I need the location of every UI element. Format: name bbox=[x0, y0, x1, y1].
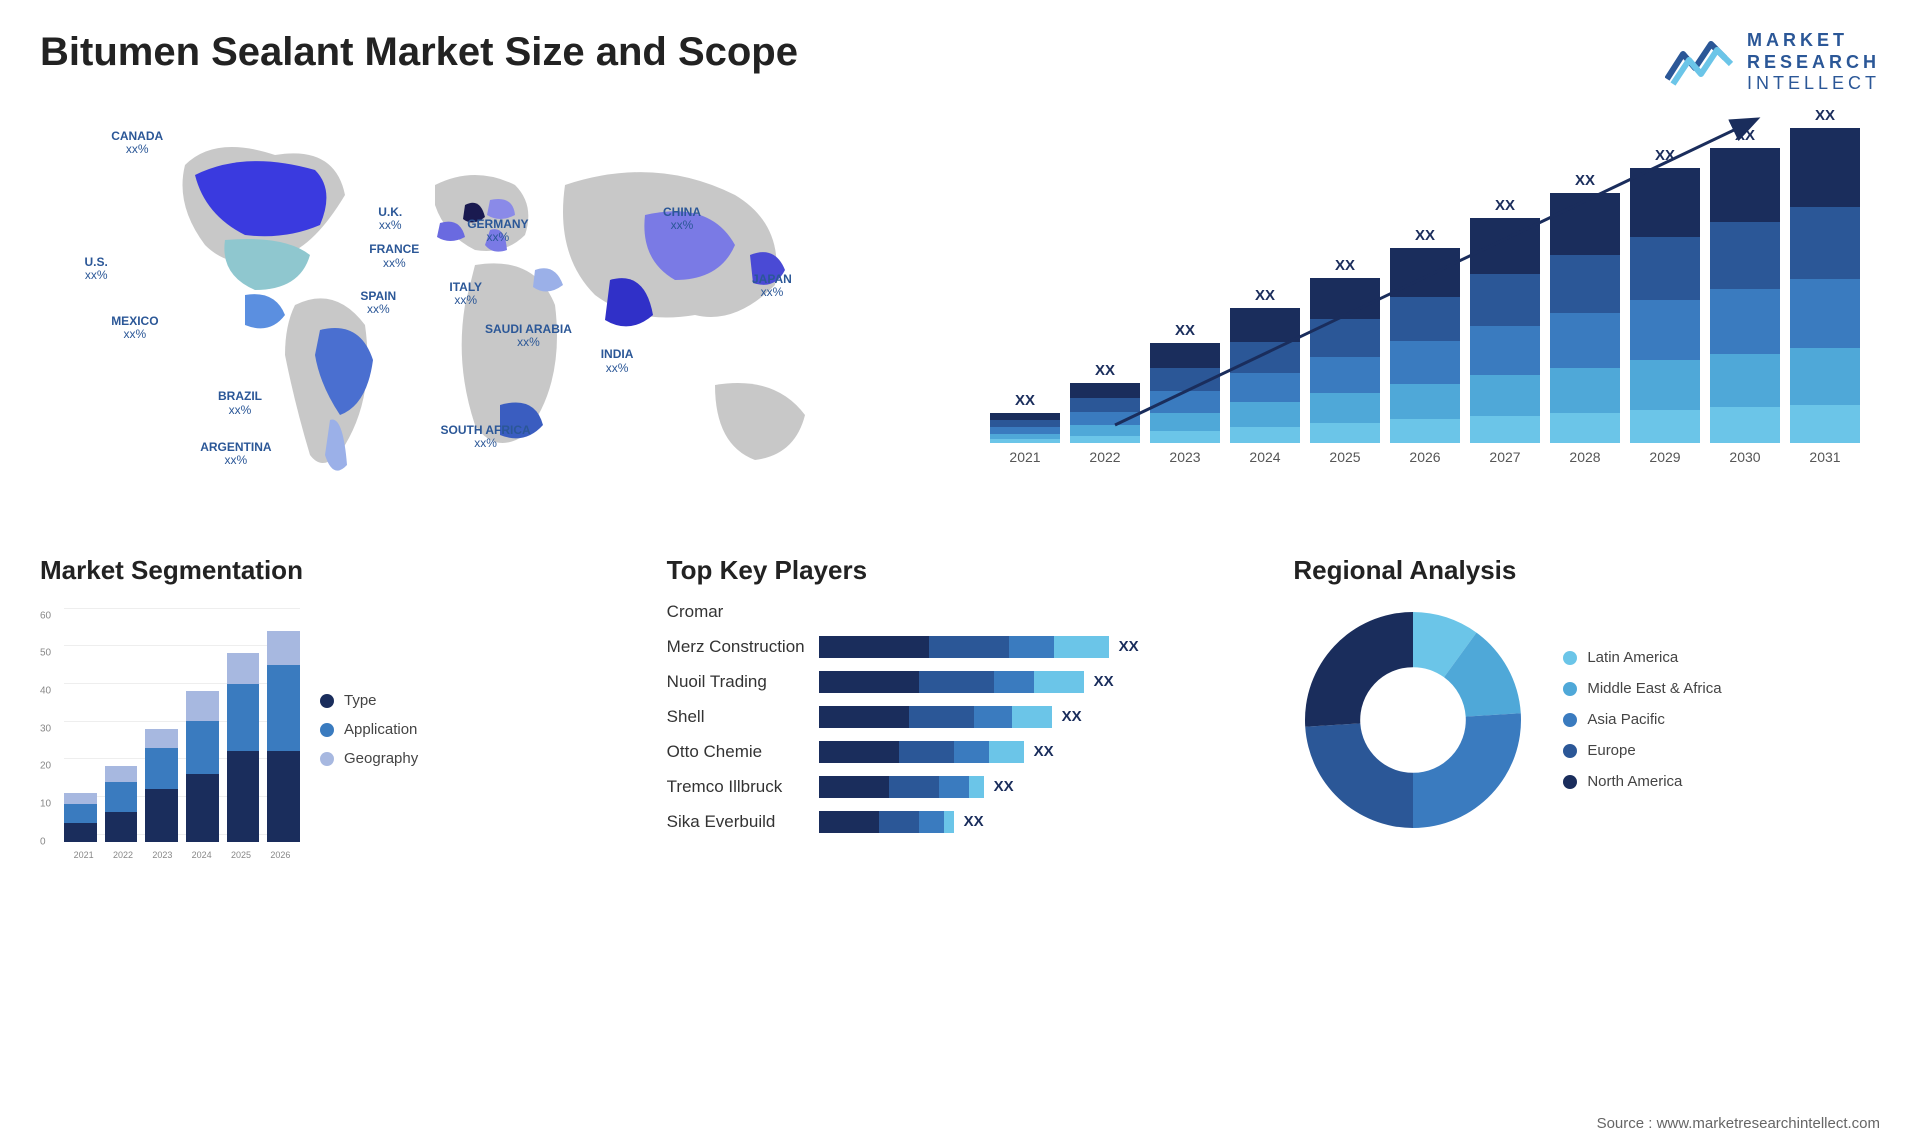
player-name: Tremco Illbruck bbox=[667, 775, 805, 799]
growth-bar: XX2025 bbox=[1310, 257, 1380, 465]
legend-item: Application bbox=[320, 721, 418, 738]
logo-line2: RESEARCH bbox=[1747, 52, 1880, 74]
legend-item: Latin America bbox=[1563, 649, 1721, 666]
segmentation-bar bbox=[186, 691, 219, 842]
segmentation-panel: Market Segmentation 01020304050602021202… bbox=[40, 555, 627, 895]
legend-item: Asia Pacific bbox=[1563, 711, 1721, 728]
segmentation-bar bbox=[105, 766, 138, 841]
legend-item: Europe bbox=[1563, 742, 1721, 759]
map-label: U.S.xx% bbox=[85, 256, 108, 282]
source-text: Source : www.marketresearchintellect.com bbox=[1597, 1115, 1880, 1132]
segmentation-heading: Market Segmentation bbox=[40, 555, 627, 586]
map-label: FRANCExx% bbox=[369, 243, 419, 269]
map-label: BRAZILxx% bbox=[218, 390, 262, 416]
brand-logo: MARKET RESEARCH INTELLECT bbox=[1665, 30, 1880, 95]
player-bar: XX bbox=[819, 810, 1254, 834]
segmentation-bar bbox=[227, 653, 260, 841]
world-map: CANADAxx% U.S.xx% MEXICOxx% BRAZILxx% ARGENT… bbox=[40, 105, 930, 525]
growth-bar-chart: XX2021XX2022XX2023XX2024XX2025XX2026XX20… bbox=[970, 105, 1880, 525]
growth-bar: XX2030 bbox=[1710, 127, 1780, 465]
map-label: SAUDI ARABIAxx% bbox=[485, 323, 572, 349]
map-label: CHINAxx% bbox=[663, 206, 701, 232]
map-label: GERMANYxx% bbox=[467, 218, 528, 244]
player-name: Shell bbox=[667, 705, 805, 729]
donut-slice bbox=[1305, 612, 1413, 727]
segmentation-bar bbox=[267, 631, 300, 842]
donut-slice bbox=[1413, 713, 1521, 828]
legend-item: Geography bbox=[320, 750, 418, 767]
growth-bar: XX2026 bbox=[1390, 227, 1460, 465]
growth-bar: XX2027 bbox=[1470, 197, 1540, 465]
map-label: JAPANxx% bbox=[752, 273, 792, 299]
growth-bar: XX2031 bbox=[1790, 107, 1860, 465]
regional-heading: Regional Analysis bbox=[1293, 555, 1880, 586]
growth-bar: XX2021 bbox=[990, 392, 1060, 465]
player-name: Nuoil Trading bbox=[667, 670, 805, 694]
players-heading: Top Key Players bbox=[667, 555, 1254, 586]
regional-donut bbox=[1293, 600, 1533, 840]
segmentation-chart: 0102030405060202120222023202420252026 bbox=[40, 600, 300, 860]
map-label: ITALYxx% bbox=[449, 281, 482, 307]
growth-bar: XX2028 bbox=[1550, 172, 1620, 465]
regional-panel: Regional Analysis Latin America Middle Ea… bbox=[1293, 555, 1880, 895]
map-label: INDIAxx% bbox=[601, 348, 634, 374]
player-bar: XX bbox=[819, 705, 1254, 729]
map-label: ARGENTINAxx% bbox=[200, 441, 271, 467]
player-name: Cromar bbox=[667, 600, 805, 624]
map-label: CANADAxx% bbox=[111, 130, 163, 156]
growth-bar: XX2029 bbox=[1630, 147, 1700, 465]
player-name: Merz Construction bbox=[667, 635, 805, 659]
map-label: U.K.xx% bbox=[378, 206, 402, 232]
player-name: Sika Everbuild bbox=[667, 810, 805, 834]
player-bar bbox=[819, 600, 1254, 624]
map-label: MEXICOxx% bbox=[111, 315, 158, 341]
player-bar: XX bbox=[819, 740, 1254, 764]
logo-line1: MARKET bbox=[1747, 30, 1880, 52]
growth-bar: XX2023 bbox=[1150, 322, 1220, 465]
growth-bar: XX2022 bbox=[1070, 362, 1140, 465]
page-title: Bitumen Sealant Market Size and Scope bbox=[40, 30, 798, 75]
player-bar: XX bbox=[819, 635, 1254, 659]
logo-line3: INTELLECT bbox=[1747, 73, 1880, 95]
player-name: Otto Chemie bbox=[667, 740, 805, 764]
legend-item: Type bbox=[320, 692, 418, 709]
legend-item: Middle East & Africa bbox=[1563, 680, 1721, 697]
player-bar: XX bbox=[819, 775, 1254, 799]
legend-item: North America bbox=[1563, 773, 1721, 790]
segmentation-bar bbox=[145, 729, 178, 842]
segmentation-bar bbox=[64, 793, 97, 842]
donut-slice bbox=[1306, 723, 1414, 828]
players-panel: Top Key Players Cromar Merz Construction N… bbox=[667, 555, 1254, 895]
map-label: SPAINxx% bbox=[360, 290, 396, 316]
map-label: SOUTH AFRICAxx% bbox=[441, 424, 531, 450]
growth-bar: XX2024 bbox=[1230, 287, 1300, 465]
player-bar: XX bbox=[819, 670, 1254, 694]
